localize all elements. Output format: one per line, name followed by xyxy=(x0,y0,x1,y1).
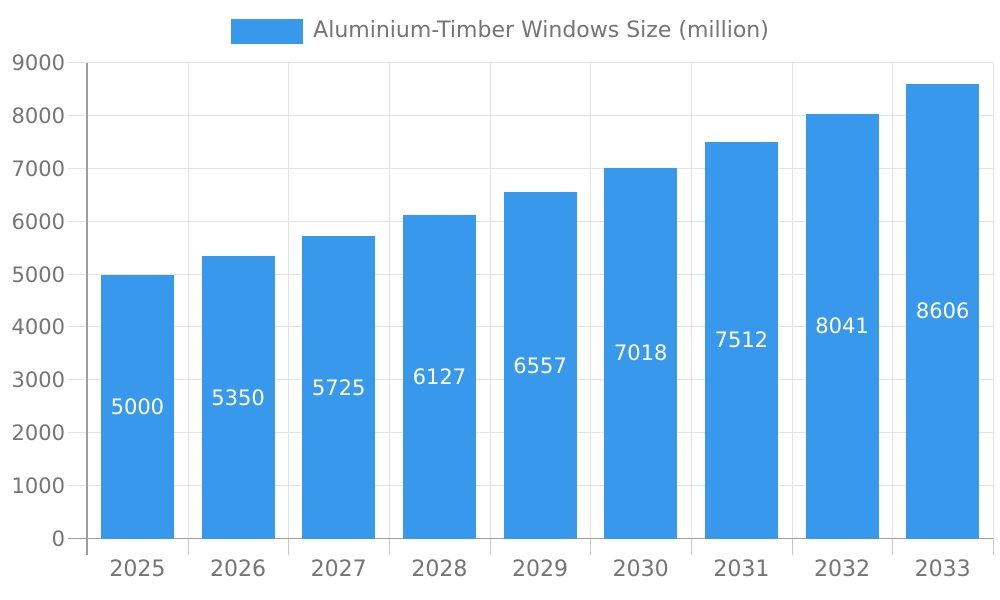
x-axis-tick xyxy=(388,539,390,555)
y-gridline xyxy=(68,167,993,169)
x-axis-tick xyxy=(489,539,491,555)
bar-value-label: 5725 xyxy=(311,375,366,400)
bar[interactable]: 6127 xyxy=(402,214,476,539)
x-axis-tick-label: 2032 xyxy=(814,557,870,582)
y-axis-tick-label: 9000 xyxy=(11,51,65,75)
x-axis-tick xyxy=(993,539,994,555)
bar[interactable]: 7018 xyxy=(604,167,678,539)
x-gridline xyxy=(892,63,894,539)
x-gridline xyxy=(288,63,290,539)
x-axis-tick xyxy=(187,539,189,555)
x-axis-tick-label: 2027 xyxy=(310,557,367,582)
bar-value-label: 6127 xyxy=(412,364,467,389)
bar-value-label: 7512 xyxy=(714,328,769,353)
y-axis-tick-label: 6000 xyxy=(11,209,65,234)
bar[interactable]: 7512 xyxy=(704,141,778,539)
legend: Aluminium-Timber Windows Size (million) xyxy=(0,17,1000,45)
bar-value-label: 7018 xyxy=(613,341,668,366)
bar[interactable]: 6557 xyxy=(503,192,577,539)
bar[interactable]: 8041 xyxy=(805,113,879,539)
y-gridline xyxy=(68,62,993,63)
x-gridline xyxy=(388,63,390,539)
y-gridline xyxy=(68,114,993,116)
x-axis-tick xyxy=(690,539,692,555)
x-axis-labels: 2025 2026 2027 2028 2029 2030 2031 2032 2033 xyxy=(87,539,993,600)
bar-value-label: 5350 xyxy=(211,385,265,410)
x-axis-tick-label: 2033 xyxy=(914,557,971,582)
y-axis-labels: 0 1000 2000 3000 4000 5000 6000 7000 8000 9000 xyxy=(0,51,65,551)
x-gridline xyxy=(590,63,592,539)
x-axis-tick-label: 2028 xyxy=(411,557,468,582)
legend-label: Aluminium-Timber Windows Size (million) xyxy=(313,18,769,43)
x-gridline xyxy=(993,63,994,539)
x-axis-tick-label: 2030 xyxy=(612,557,669,582)
y-axis-tick-label: 7000 xyxy=(11,156,65,181)
legend-item[interactable]: Aluminium-Timber Windows Size (million) xyxy=(231,17,769,45)
x-gridline xyxy=(690,63,692,539)
x-gridline xyxy=(187,63,189,539)
x-axis-tick-label: 2031 xyxy=(713,557,770,582)
bar-value-label: 8606 xyxy=(915,299,970,324)
x-axis-tick-label: 2029 xyxy=(512,557,568,582)
bar[interactable]: 8606 xyxy=(906,83,980,539)
y-axis-tick-label: 2000 xyxy=(11,421,65,446)
legend-swatch-icon xyxy=(231,18,304,44)
x-axis-tick-label: 2025 xyxy=(109,557,166,582)
x-axis-tick xyxy=(791,539,793,555)
y-axis-line xyxy=(86,63,88,555)
y-axis-tick-label: 5000 xyxy=(11,262,65,287)
x-axis-tick xyxy=(288,539,290,555)
x-gridline xyxy=(489,63,491,539)
x-gridline xyxy=(791,63,793,539)
plot-area: 5000 5350 5725 6127 6557 7018 7512 8041 8606 xyxy=(68,62,994,555)
y-axis-tick-label: 1000 xyxy=(11,474,65,499)
bar-value-label: 5000 xyxy=(110,394,165,419)
bar[interactable]: 5350 xyxy=(201,256,275,539)
y-axis-tick-label: 3000 xyxy=(11,368,65,393)
x-axis-tick-label: 2026 xyxy=(209,557,266,582)
bar[interactable]: 5725 xyxy=(302,236,376,539)
y-axis-tick-label: 4000 xyxy=(11,315,65,340)
bar[interactable]: 5000 xyxy=(100,274,174,539)
bar-value-label: 6557 xyxy=(513,353,567,378)
y-axis-tick-label: 0 xyxy=(51,527,65,551)
x-axis-tick xyxy=(892,539,894,555)
x-axis-tick xyxy=(590,539,592,555)
y-axis-tick-label: 8000 xyxy=(11,103,65,128)
bar-value-label: 8041 xyxy=(815,314,869,339)
